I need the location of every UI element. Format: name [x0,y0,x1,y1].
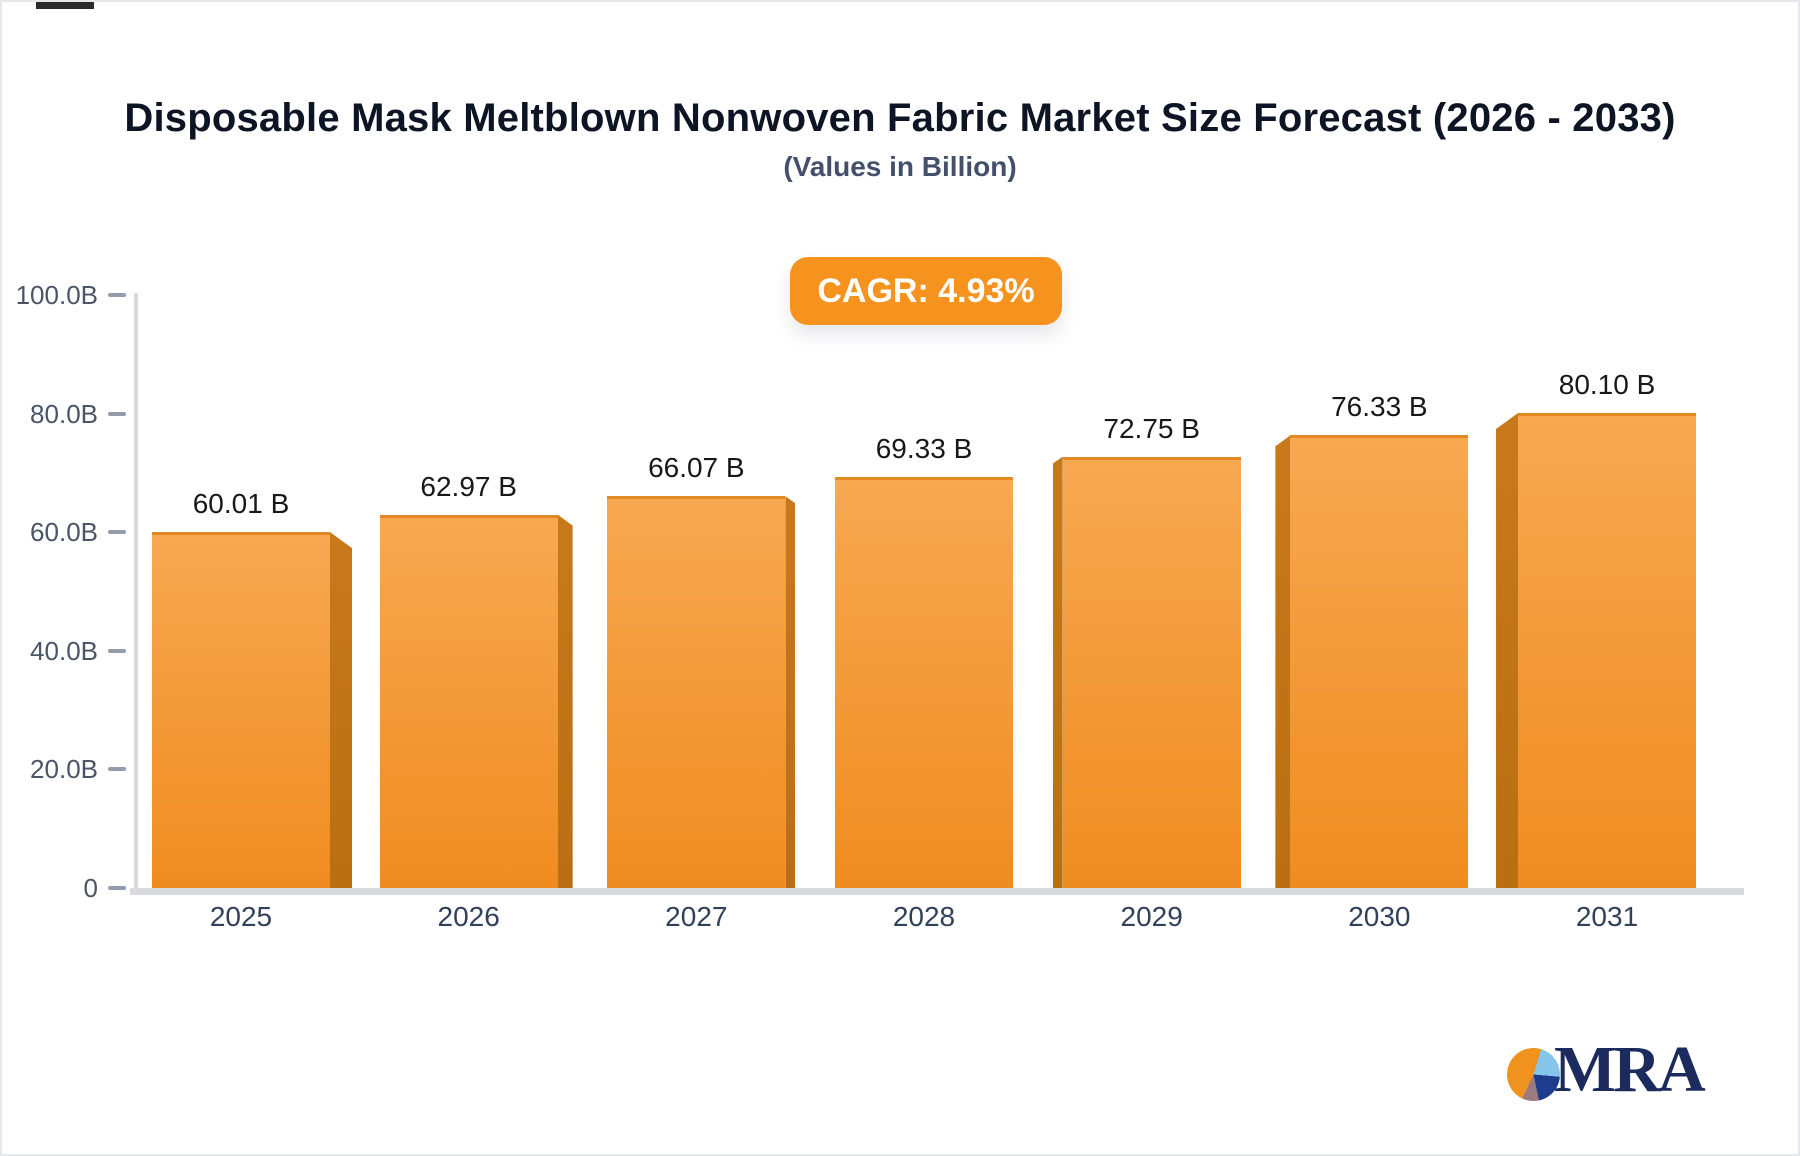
cagr-badge: CAGR: 4.93% [790,257,1062,325]
bar-value-label: 80.10 B [1558,369,1656,400]
chart-title: Disposable Mask Meltblown Nonwoven Fabri… [124,96,1676,140]
bar-value-label: 62.97 B [420,470,517,502]
y-axis-tick-label: 0 [83,873,98,903]
x-axis-label-2027: 2027 [665,901,728,932]
y-axis-tick-label: 80.0B [30,398,98,429]
logo-pie-icon [1507,1047,1560,1101]
y-axis-tick-label: 40.0B [30,635,98,666]
y-axis-tick [108,648,126,653]
y-axis-tick [108,530,126,535]
x-axis-label-2031: 2031 [1575,901,1639,932]
x-axis-label-2026: 2026 [437,901,500,932]
bar-side-panel [1496,413,1519,888]
bar-side-panel [330,532,352,888]
bar-value-label: 60.01 B [192,488,290,520]
cagr-badge-label: CAGR: 4.93% [817,271,1035,310]
bar-2031 [1518,413,1697,888]
top-edge-artifact [36,2,94,9]
bar-value-label: 72.75 B [1103,412,1200,444]
bar-2025 [152,532,330,888]
bar-side-panel [557,514,573,888]
bar-value-label: 69.33 B [875,432,973,464]
y-axis-tick [108,411,126,416]
x-axis-label-2028: 2028 [892,901,956,932]
bar-value-label: 76.33 B [1331,391,1428,423]
y-axis-tick-label: 60.0B [30,517,98,548]
y-axis-tick [108,767,126,772]
bar-value-label: 66.07 B [648,452,745,484]
y-axis-line [134,293,138,895]
y-axis-tick [108,293,126,297]
brand-logo: MRA [1507,1033,1706,1106]
x-axis-baseline [130,888,1744,895]
logo-text: MRA [1554,1033,1706,1106]
bar-side-panel [785,496,796,888]
x-axis-label-2029: 2029 [1120,901,1183,932]
y-axis-tick [108,886,126,890]
bar-2030 [1290,435,1469,888]
bar-side-panel [1275,435,1291,888]
y-axis-tick-label: 100.0B [15,280,98,310]
chart-subtitle: (Values in Billion) [783,151,1017,182]
bar-2027 [607,496,786,888]
y-axis-tick-label: 20.0B [30,754,98,785]
bar-2026 [379,514,558,888]
bar-2028 [835,476,1013,888]
bar-side-panel [1052,456,1063,888]
x-axis-label-2030: 2030 [1348,901,1411,932]
x-axis-label-2025: 2025 [209,901,273,932]
bar-2029 [1062,456,1241,888]
